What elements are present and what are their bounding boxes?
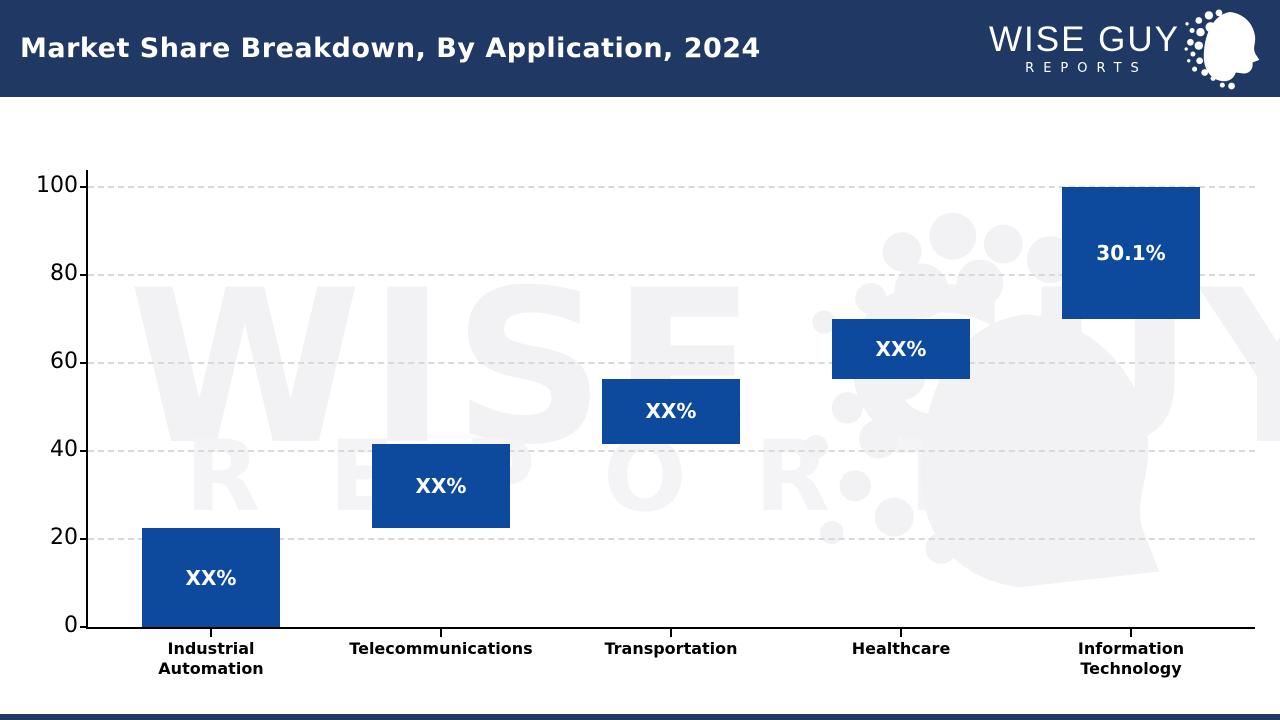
- y-tick-mark: [80, 450, 88, 452]
- bar-value-label: XX%: [415, 474, 467, 499]
- x-category-label: Industrial Automation: [158, 639, 264, 678]
- gridline-20: [88, 538, 1255, 540]
- gridline-60: [88, 362, 1255, 364]
- header-band: Market Share Breakdown, By Application, …: [0, 0, 1280, 97]
- x-tick-mark: [900, 629, 902, 637]
- logo-wordmark-line1: WISE GUY: [988, 20, 1180, 59]
- y-tick-mark: [80, 274, 88, 276]
- logo-face-icon: [1184, 9, 1260, 90]
- y-tick-label: 80: [50, 261, 78, 286]
- y-tick-label: 40: [50, 437, 78, 462]
- bar-value-label: XX%: [875, 337, 927, 362]
- bar-industrial-automation: XX%: [142, 528, 280, 627]
- footer-band: [0, 714, 1280, 720]
- x-category-label: Transportation: [604, 639, 738, 658]
- y-tick-label: 60: [50, 349, 78, 374]
- bar-healthcare: XX%: [832, 319, 970, 379]
- y-tick-mark: [80, 538, 88, 540]
- bar-transportation: XX%: [602, 378, 740, 444]
- y-tick-label: 0: [64, 613, 78, 638]
- bar-value-label: 30.1%: [1096, 241, 1166, 266]
- brand-logo: WISE GUY REPORTS: [989, 8, 1266, 90]
- gridline-100: [88, 186, 1255, 188]
- bar-information-technology: 30.1%: [1062, 187, 1200, 320]
- x-tick-mark: [670, 629, 672, 637]
- bar-value-label: XX%: [185, 565, 237, 590]
- logo-wordmark: WISE GUY REPORTS: [989, 22, 1180, 76]
- bar-telecommunications: XX%: [372, 443, 510, 529]
- x-tick-mark: [440, 629, 442, 637]
- y-tick-label: 20: [50, 525, 78, 550]
- x-category-label: Information Technology: [1077, 639, 1185, 678]
- y-tick-mark: [80, 626, 88, 628]
- bar-value-label: XX%: [645, 399, 697, 424]
- x-category-label: Telecommunications: [349, 639, 533, 658]
- y-axis-line: [86, 170, 88, 629]
- x-category-label: Healthcare: [851, 639, 951, 658]
- logo-wordmark-line2: REPORTS: [1025, 61, 1148, 76]
- chart-title: Market Share Breakdown, By Application, …: [20, 33, 761, 64]
- x-tick-mark: [1130, 629, 1132, 637]
- gridline-40: [88, 450, 1255, 452]
- y-tick-mark: [80, 186, 88, 188]
- x-tick-mark: [210, 629, 212, 637]
- gridline-80: [88, 274, 1255, 276]
- y-tick-label: 100: [36, 173, 78, 198]
- y-tick-mark: [80, 362, 88, 364]
- x-axis-line: [86, 627, 1255, 629]
- plot-area: 0 20 40 60 80 100 XX% Industrial Automation XX% T…: [0, 97, 1280, 714]
